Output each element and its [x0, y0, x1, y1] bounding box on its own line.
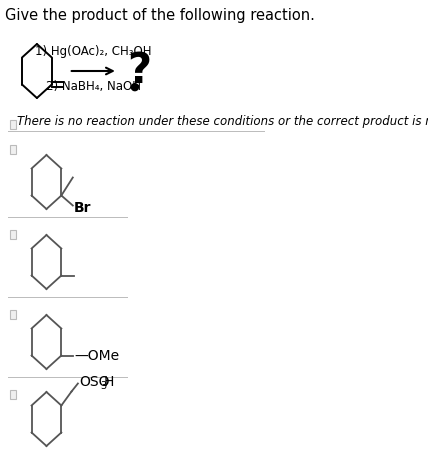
- Text: ●: ●: [130, 82, 140, 92]
- Bar: [10, 390, 16, 399]
- Bar: [10, 230, 16, 239]
- Text: 3: 3: [100, 381, 106, 391]
- Text: H: H: [104, 375, 114, 389]
- Text: 2) NaBH₄, NaOH: 2) NaBH₄, NaOH: [46, 80, 141, 93]
- Bar: [10, 120, 16, 129]
- Text: ?: ?: [127, 50, 152, 92]
- Bar: [10, 310, 16, 319]
- Text: 1) Hg(OAc)₂, CH₃OH: 1) Hg(OAc)₂, CH₃OH: [35, 45, 152, 58]
- Text: —OMe: —OMe: [74, 349, 119, 363]
- Bar: [10, 145, 16, 154]
- Text: Br: Br: [74, 201, 92, 215]
- Text: Give the product of the following reaction.: Give the product of the following reacti…: [5, 8, 315, 23]
- Text: There is no reaction under these conditions or the correct product is not listed: There is no reaction under these conditi…: [17, 115, 428, 128]
- Text: OSO: OSO: [79, 375, 110, 389]
